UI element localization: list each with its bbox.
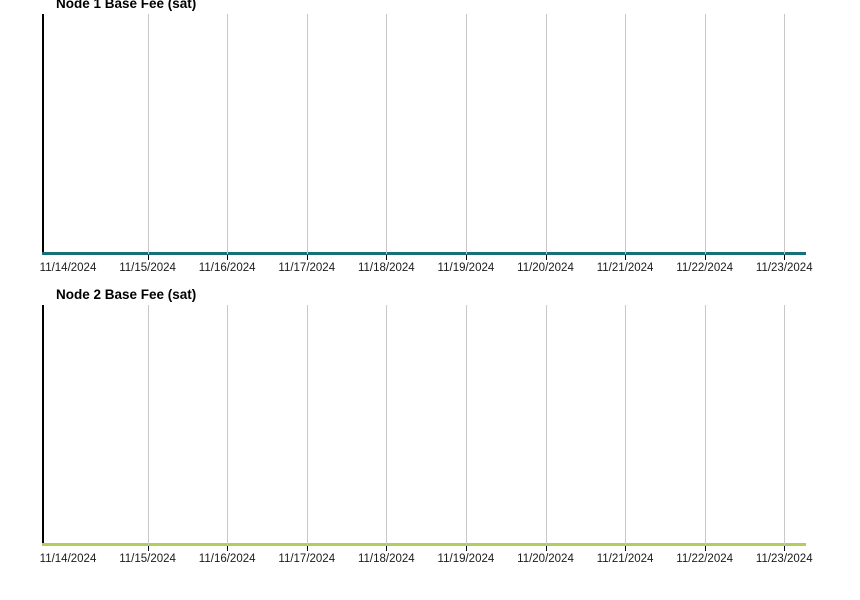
chart-panel-node-1: Node 1 Base Fee (sat) 11/14/2024 11/15/20…: [0, 0, 860, 288]
x-tick-label: 11/16/2024: [198, 262, 256, 274]
axis-tick: [386, 546, 388, 551]
x-axis-labels-node-1: 11/14/2024 11/15/2024 11/16/2024 11/17/2024…: [0, 261, 860, 277]
x-tick-label: 11/18/2024: [357, 262, 415, 274]
axis-tick: [306, 546, 308, 551]
gridline: [227, 305, 229, 545]
gridline: [545, 14, 547, 254]
x-tick-label: 11/21/2024: [596, 262, 654, 274]
axis-tick: [704, 255, 706, 260]
data-line-node-2: [42, 543, 806, 546]
axis-tick: [625, 255, 627, 260]
gridline: [306, 14, 308, 254]
axis-tick: [147, 255, 149, 260]
chart-panel-node-2: Node 2 Base Fee (sat) 11/14/2024 11/15/20…: [0, 288, 860, 576]
axis-tick: [784, 255, 786, 260]
gridline: [784, 14, 786, 254]
gridline: [147, 305, 149, 545]
plot-area-node-2: [42, 305, 806, 551]
gridline: [306, 305, 308, 545]
gridline: [784, 305, 786, 545]
chart-title-node-1: Node 1 Base Fee (sat): [56, 0, 197, 11]
plot-area-node-1: [42, 14, 806, 260]
axis-tick: [465, 255, 467, 260]
x-tick-label: 11/19/2024: [437, 553, 495, 565]
x-tick-label: 11/20/2024: [517, 262, 574, 274]
gridline: [386, 14, 388, 254]
gridline: [704, 14, 706, 254]
axis-tick: [545, 546, 547, 551]
x-tick-label: 11/20/2024: [517, 553, 574, 565]
data-line-node-1: [42, 252, 806, 255]
x-tick-label: 11/16/2024: [198, 553, 256, 565]
x-tick-label: 11/22/2024: [676, 262, 734, 274]
gridline: [147, 14, 149, 254]
y-axis-node-1: [42, 14, 44, 255]
x-tick-label: 11/14/2024: [39, 262, 97, 274]
axis-tick: [465, 546, 467, 551]
x-tick-label: 11/23/2024: [755, 553, 813, 565]
chart-title-node-2: Node 2 Base Fee (sat): [56, 287, 197, 302]
axis-tick: [306, 255, 308, 260]
x-tick-label: 11/21/2024: [596, 553, 654, 565]
x-tick-label: 11/15/2024: [119, 553, 176, 565]
axis-tick: [227, 255, 229, 260]
axis-tick: [147, 546, 149, 551]
gridline: [704, 305, 706, 545]
axis-tick: [784, 546, 786, 551]
x-tick-label: 11/19/2024: [437, 262, 495, 274]
x-tick-label: 11/15/2024: [119, 262, 176, 274]
x-tick-label: 11/17/2024: [278, 553, 336, 565]
gridline: [545, 305, 547, 545]
gridline: [465, 305, 467, 545]
x-tick-label: 11/23/2024: [755, 262, 813, 274]
gridline: [625, 305, 627, 545]
x-tick-label: 11/22/2024: [676, 553, 734, 565]
gridline: [465, 14, 467, 254]
axis-tick: [704, 546, 706, 551]
gridline: [625, 14, 627, 254]
axis-tick: [625, 546, 627, 551]
gridline: [227, 14, 229, 254]
gridline: [386, 305, 388, 545]
x-tick-label: 11/17/2024: [278, 262, 336, 274]
axis-tick: [386, 255, 388, 260]
axis-tick: [227, 546, 229, 551]
x-axis-labels-node-2: 11/14/2024 11/15/2024 11/16/2024 11/17/2024…: [0, 552, 860, 568]
axis-tick: [545, 255, 547, 260]
x-tick-label: 11/14/2024: [39, 553, 97, 565]
y-axis-node-2: [42, 305, 44, 546]
x-tick-label: 11/18/2024: [357, 553, 415, 565]
